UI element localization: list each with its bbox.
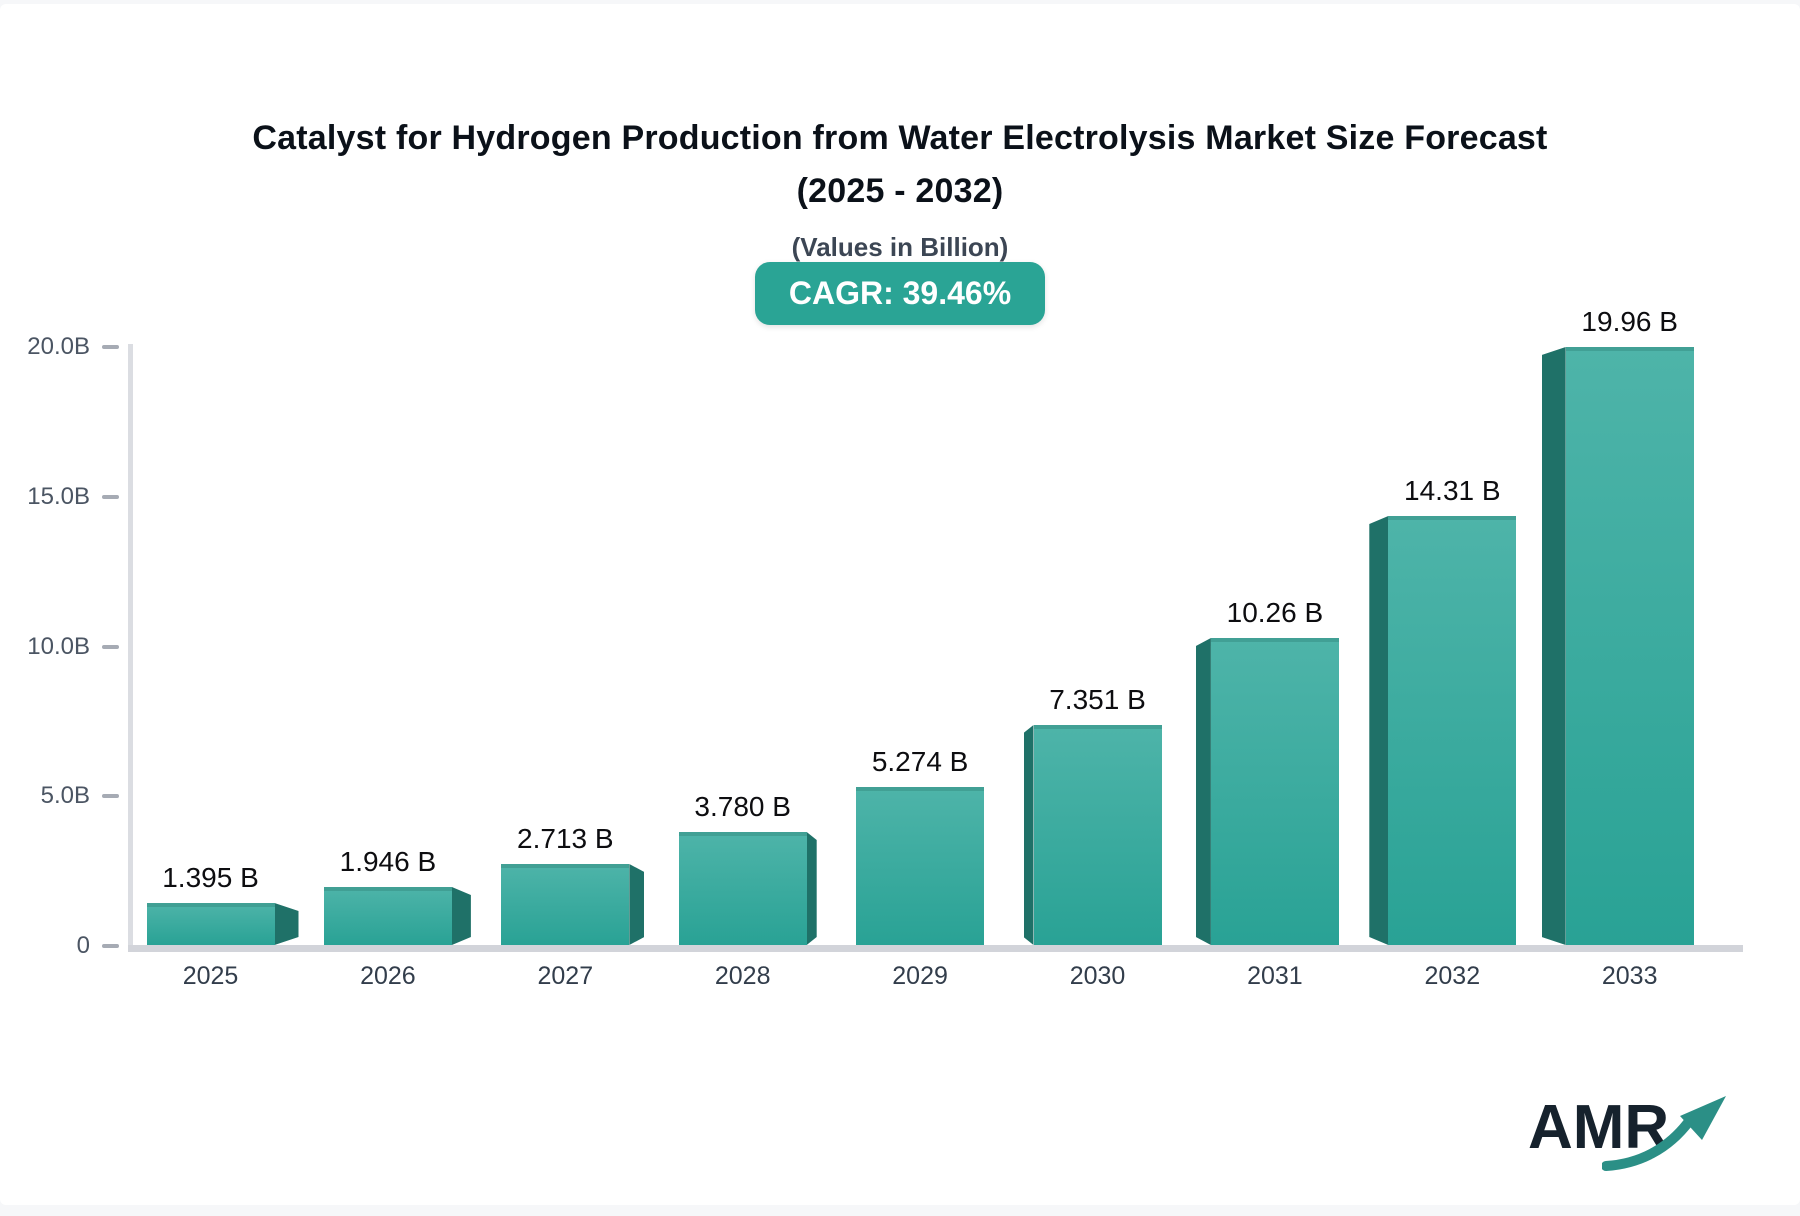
cagr-badge: CAGR: 39.46% xyxy=(754,262,1046,325)
bar-value-label: 1.946 B xyxy=(339,846,437,877)
y-tick-label: 20.0B xyxy=(27,333,90,360)
bar-value-label: 1.395 B xyxy=(162,862,259,893)
chart-title-line2: (2025 - 2032) xyxy=(796,172,1004,210)
x-axis-label: 2027 xyxy=(537,962,594,990)
bar-value-label: 3.780 B xyxy=(694,791,791,822)
x-axis-label: 2032 xyxy=(1424,962,1481,990)
x-axis-label: 2026 xyxy=(360,962,416,990)
bar-2032 xyxy=(1388,516,1517,945)
bar-2027 xyxy=(501,864,630,945)
bar-chart-plot: 0 5.0B 10.0B 15.0B 20.0B 1.395 B 2025 1.946 B 2… xyxy=(0,4,1800,1216)
chart-title-line1: Catalyst for Hydrogen Production from Wa… xyxy=(252,119,1548,157)
y-tick-mark xyxy=(102,494,119,499)
amr-logo: AMR xyxy=(1528,1092,1728,1172)
bar-2030-side-face xyxy=(1024,725,1034,945)
bar-2033 xyxy=(1565,347,1694,945)
bar-2027-side-face xyxy=(629,864,644,945)
amr-logo-text: AMR xyxy=(1528,1093,1670,1162)
y-tick-mark xyxy=(102,794,119,799)
x-axis-label: 2028 xyxy=(714,962,771,990)
bar-2031-side-face xyxy=(1196,638,1211,945)
x-axis-label: 2033 xyxy=(1601,962,1658,990)
bar-2029 xyxy=(856,787,985,945)
y-axis-line xyxy=(128,344,133,952)
bar-2028 xyxy=(678,832,807,945)
x-axis-line xyxy=(128,945,1743,952)
bar-2028-side-face xyxy=(807,832,817,945)
bar-2025-side-face xyxy=(275,903,299,945)
x-axis-label: 2025 xyxy=(182,962,239,990)
bar-value-label: 10.26 B xyxy=(1226,597,1324,628)
bar-2026-side-face xyxy=(452,887,471,945)
bar-2031 xyxy=(1210,638,1339,945)
y-tick-label: 10.0B xyxy=(27,632,90,660)
bar-2030 xyxy=(1033,725,1162,945)
y-tick-mark xyxy=(102,644,119,649)
amr-logo-arrow-icon xyxy=(1602,1096,1726,1171)
y-tick-label: 15.0B xyxy=(27,482,90,510)
chart-subtitle: (Values in Billion) xyxy=(791,232,1009,262)
x-axis-label: 2030 xyxy=(1069,962,1126,990)
bar-2033-side-face xyxy=(1542,347,1566,945)
bar-value-label: 5.274 B xyxy=(871,746,969,777)
y-tick-mark xyxy=(102,944,119,948)
bar-value-label: 7.351 B xyxy=(1049,684,1146,715)
bar-2026 xyxy=(323,887,452,945)
bar-2032-side-face xyxy=(1369,516,1388,945)
bar-value-label: 14.31 B xyxy=(1404,475,1501,506)
y-tick-label: 0 xyxy=(76,932,90,959)
y-tick-label: 5.0B xyxy=(40,782,90,810)
cagr-badge-wrap: CAGR: 39.46% xyxy=(0,262,1800,325)
y-tick-mark xyxy=(102,345,119,349)
bar-value-label: 19.96 B xyxy=(1581,306,1678,337)
bar-2025 xyxy=(146,903,275,945)
bar-value-label: 2.713 B xyxy=(517,823,614,854)
chart-card: Catalyst for Hydrogen Production from Wa… xyxy=(0,4,1800,1205)
x-axis-label: 2031 xyxy=(1247,962,1303,990)
x-axis-label: 2029 xyxy=(892,962,948,990)
